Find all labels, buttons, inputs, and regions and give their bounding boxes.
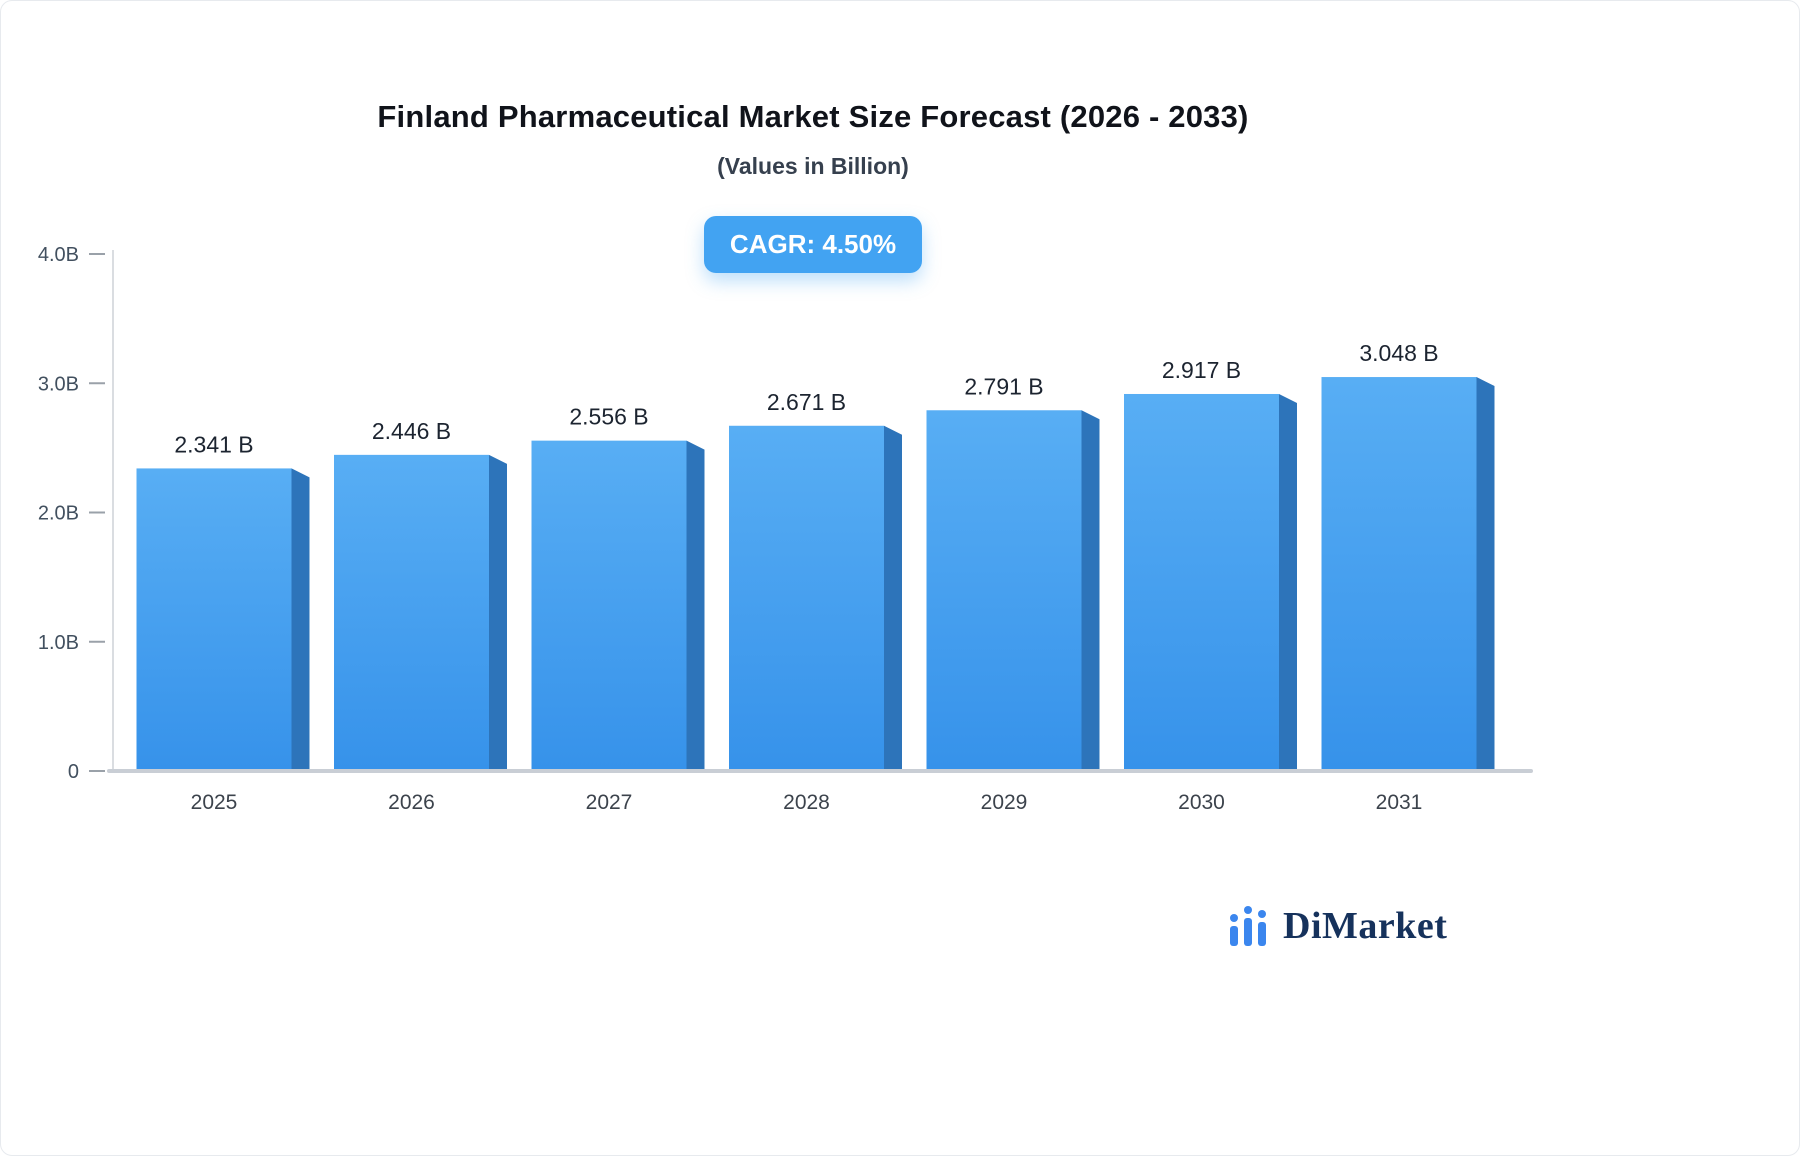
- bar-chart-icon: [1230, 906, 1266, 946]
- chart-header: Finland Pharmaceutical Market Size Forec…: [1, 1, 1625, 273]
- bar-front-face: [1321, 377, 1477, 771]
- bar-front-face: [729, 425, 884, 771]
- bar-value-label: 2.917 B: [1162, 357, 1241, 383]
- x-axis-label: 2028: [783, 791, 830, 814]
- y-axis-label: 1.0B: [38, 632, 79, 654]
- bar-value-label: 3.048 B: [1359, 340, 1438, 366]
- bar-2031: 3.048 B 2031: [1321, 340, 1495, 814]
- bar-2025: 2.341 B 2025: [136, 431, 310, 814]
- bar-value-label: 2.791 B: [964, 373, 1043, 399]
- x-axis-label: 2031: [1376, 791, 1423, 814]
- bar-value-label: 2.556 B: [569, 404, 648, 430]
- bar-2027: 2.556 B 2027: [531, 404, 705, 814]
- x-axis-label: 2027: [586, 791, 633, 814]
- bar-value-label: 2.341 B: [174, 431, 253, 457]
- y-axis-label: 2.0B: [38, 503, 79, 525]
- bar-side-face: [489, 454, 507, 771]
- brand-name: DiMarket: [1283, 905, 1448, 947]
- y-axis-label: 0: [68, 761, 79, 783]
- bar-2026: 2.446 B 2026: [334, 418, 507, 814]
- y-axis-label: 3.0B: [38, 373, 79, 395]
- bar-2028: 2.671 B 2028: [729, 389, 902, 814]
- y-axis-label: 4.0B: [38, 244, 79, 266]
- bar-value-label: 2.446 B: [372, 418, 451, 444]
- bar-front-face: [531, 440, 687, 771]
- chart-title: Finland Pharmaceutical Market Size Forec…: [377, 99, 1249, 134]
- bar-side-face: [884, 425, 902, 771]
- x-axis-label: 2030: [1178, 791, 1225, 814]
- bar-2030: 2.917 B 2030: [1124, 357, 1297, 814]
- bar-front-face: [136, 468, 292, 771]
- bar-side-face: [1279, 393, 1297, 771]
- x-axis-label: 2026: [388, 791, 435, 814]
- cagr-badge: CAGR: 4.50%: [703, 216, 923, 273]
- bar-side-face: [291, 468, 310, 771]
- x-axis-label: 2029: [981, 791, 1028, 814]
- bar-2029: 2.791 B 2029: [926, 373, 1100, 814]
- bar-front-face: [926, 410, 1082, 771]
- bar-side-face: [1081, 410, 1100, 771]
- chart-subtitle: (Values in Billion): [717, 153, 909, 179]
- bar-value-label: 2.671 B: [767, 389, 846, 415]
- x-axis-label: 2025: [191, 791, 238, 814]
- bar-front-face: [334, 454, 489, 771]
- brand-logo: DiMarket: [1226, 904, 1447, 948]
- bar-front-face: [1124, 393, 1279, 771]
- bar-side-face: [686, 440, 705, 771]
- bar-side-face: [1476, 377, 1495, 771]
